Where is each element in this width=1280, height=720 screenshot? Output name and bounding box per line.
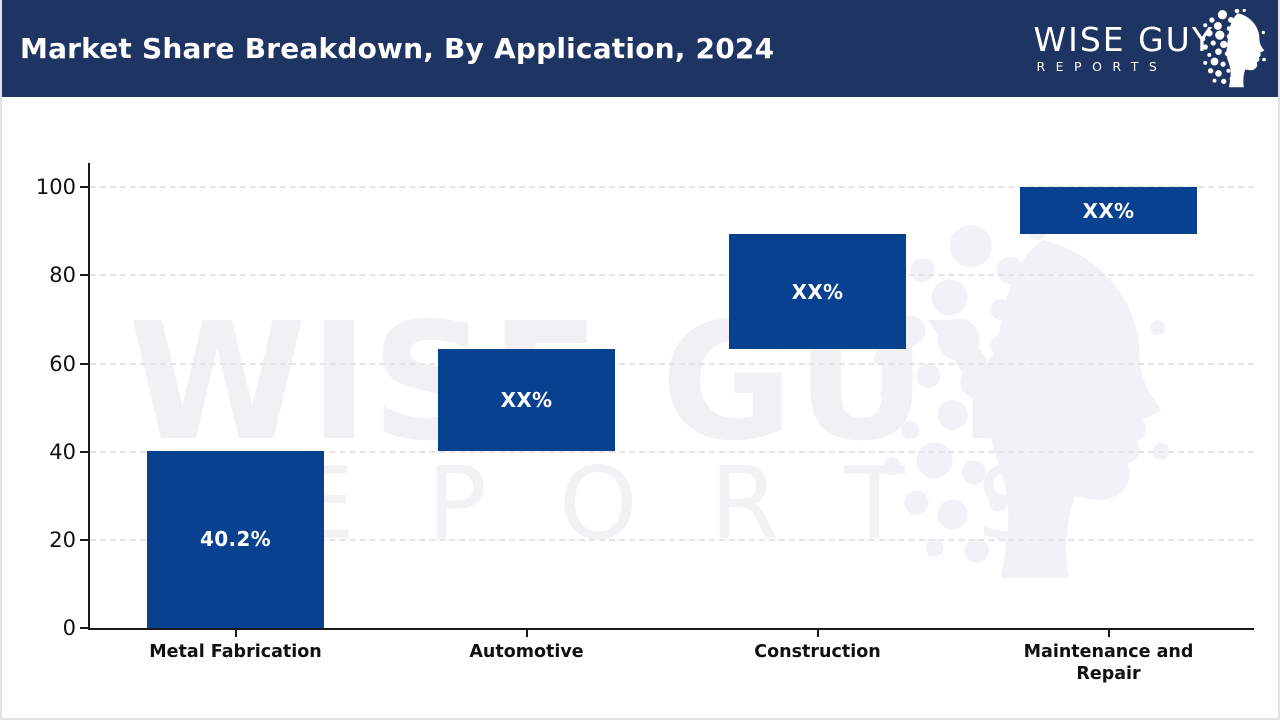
y-tick-label: 0 bbox=[62, 616, 76, 640]
gridline bbox=[90, 186, 1254, 189]
x-tick-mark bbox=[816, 628, 819, 637]
x-axis bbox=[88, 628, 1254, 630]
logo-reports-text: REPORTS bbox=[1036, 59, 1168, 74]
y-tick-mark bbox=[80, 274, 88, 277]
bar-value-label: XX% bbox=[500, 387, 553, 412]
logo-wordmark: WISE GUY REPORTS bbox=[1033, 23, 1214, 74]
bar-segment: 40.2% bbox=[147, 450, 324, 628]
x-tick-mark bbox=[234, 628, 237, 637]
x-tick-label: Maintenance and Repair bbox=[1023, 642, 1194, 684]
header-bar: Market Share Breakdown, By Application, … bbox=[0, 0, 1280, 97]
bar-segment: XX% bbox=[438, 349, 615, 451]
gridline bbox=[90, 274, 1254, 277]
y-tick-mark bbox=[80, 627, 88, 629]
x-tick-mark bbox=[525, 628, 528, 637]
x-tick-label: Construction bbox=[754, 642, 881, 662]
logo-wiseguy-text: WISE GUY bbox=[1033, 20, 1214, 59]
y-tick-label: 20 bbox=[49, 527, 76, 552]
y-tick-label: 40 bbox=[49, 439, 76, 464]
y-tick-mark bbox=[80, 538, 88, 541]
plot: 0 20 40 60 80 100 Metal Fabrication 40.2% Automo… bbox=[36, 163, 1254, 684]
bar-segment: XX% bbox=[1020, 187, 1197, 235]
x-tick-label: Automotive bbox=[469, 642, 584, 662]
page-title: Market Share Breakdown, By Application, … bbox=[20, 32, 775, 65]
y-tick-mark bbox=[80, 362, 88, 365]
y-tick-mark bbox=[80, 450, 88, 453]
bar-value-label: 40.2% bbox=[200, 527, 271, 552]
gridline bbox=[90, 538, 1254, 541]
x-tick-label: Metal Fabrication bbox=[149, 642, 322, 662]
gridline bbox=[90, 450, 1254, 453]
bar-value-label: XX% bbox=[791, 279, 844, 304]
y-tick-label: 60 bbox=[49, 351, 76, 376]
y-axis bbox=[88, 163, 90, 628]
chart-area: WISE GUY REPORTS 0 20 40 60 80 100 Metal Fabri… bbox=[0, 97, 1280, 720]
wiseguy-logo: WISE GUY REPORTS bbox=[1033, 8, 1266, 89]
gridline bbox=[90, 362, 1254, 365]
y-tick-label: 80 bbox=[49, 263, 76, 288]
y-tick-mark bbox=[80, 186, 88, 189]
bar-segment: XX% bbox=[729, 234, 906, 349]
y-tick-label: 100 bbox=[35, 175, 76, 200]
bar-value-label: XX% bbox=[1082, 198, 1135, 223]
x-tick-mark bbox=[1107, 628, 1110, 637]
